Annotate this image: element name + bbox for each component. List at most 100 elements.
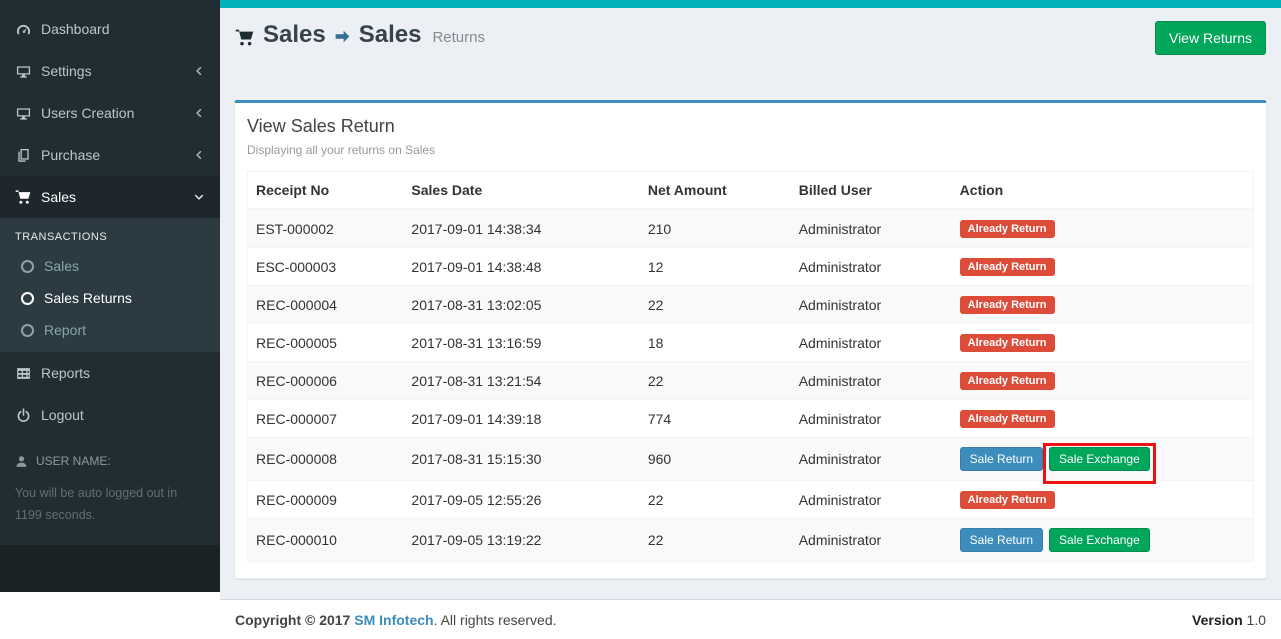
net-amount-cell: 774	[639, 399, 791, 438]
sidebar-item-users-creation[interactable]: Users Creation	[0, 92, 220, 134]
copyright-prefix: Copyright © 2017	[235, 611, 351, 628]
panel-title: View Sales Return	[247, 116, 395, 136]
action-cell: Already Return	[951, 247, 1254, 286]
billed-user-cell: Administrator	[790, 208, 952, 248]
table-row: REC-000006 2017-08-31 13:21:54 22 Admini…	[247, 361, 1254, 400]
table-row: EST-000002 2017-09-01 14:38:34 210 Admin…	[247, 208, 1254, 248]
circle-icon	[21, 259, 34, 273]
submenu-item-sales[interactable]: Sales	[0, 250, 220, 282]
sidebar-item-reports[interactable]: Reports	[0, 352, 220, 394]
user-section: USER NAME:	[0, 436, 220, 470]
column-header-receipt-no: Receipt No	[247, 171, 404, 210]
submenu-item-label: Report	[44, 322, 87, 338]
table-row: REC-000007 2017-09-01 14:39:18 774 Admin…	[247, 399, 1254, 438]
sales-returns-table: Receipt No Sales Date Net Amount Billed …	[247, 171, 1254, 562]
sales-date-cell: 2017-09-05 13:19:22	[403, 518, 640, 562]
sales-date-cell: 2017-09-01 14:38:48	[403, 247, 640, 286]
page-title-section: Sales	[358, 21, 422, 48]
billed-user-cell: Administrator	[790, 480, 952, 519]
submenu-item-report[interactable]: Report	[0, 314, 220, 346]
sidebar-item-label: Sales	[41, 189, 77, 205]
sidebar-item-label: Settings	[41, 63, 92, 79]
user-name-label: USER NAME:	[36, 454, 111, 468]
receipt-no-cell: REC-000004	[247, 285, 404, 324]
sidebar-menu: Dashboard Settings Users Creation	[0, 0, 220, 436]
sale-return-button[interactable]: Sale Return	[959, 528, 1044, 552]
sales-date-cell: 2017-09-05 12:55:26	[403, 480, 640, 519]
sales-date-cell: 2017-08-31 13:02:05	[403, 285, 640, 324]
table-row: REC-000010 2017-09-05 13:19:22 22 Admini…	[247, 518, 1254, 562]
sidebar-item-dashboard[interactable]: Dashboard	[0, 8, 220, 50]
receipt-no-cell: REC-000005	[247, 323, 404, 362]
circle-icon	[21, 291, 34, 305]
cart-icon	[15, 189, 31, 205]
sale-exchange-button[interactable]: Sale Exchange	[1049, 528, 1150, 552]
sidebar: Dashboard Settings Users Creation	[0, 0, 220, 592]
table-row: REC-000009 2017-09-05 12:55:26 22 Admini…	[247, 480, 1254, 519]
sales-submenu: TRANSACTIONS Sales Sales Returns Report	[0, 218, 220, 352]
chevron-left-icon	[193, 107, 205, 119]
billed-user-cell: Administrator	[790, 285, 952, 324]
view-returns-button[interactable]: View Returns	[1154, 21, 1266, 55]
action-cell: Already Return	[951, 399, 1254, 438]
submenu-item-sales-returns[interactable]: Sales Returns	[0, 282, 220, 314]
submenu-item-label: Sales Returns	[44, 290, 132, 306]
table-row: ESC-000003 2017-09-01 14:38:48 12 Admini…	[247, 247, 1254, 286]
user-icon	[15, 455, 28, 468]
column-header-sales-date: Sales Date	[403, 171, 640, 210]
footer-inner: Copyright © 2017 SM Infotech. All rights…	[220, 599, 1281, 639]
chevron-left-icon	[193, 65, 205, 77]
column-header-net-amount: Net Amount	[639, 171, 791, 210]
sale-exchange-button[interactable]: Sale Exchange	[1049, 447, 1150, 471]
content-header: Sales Sales Returns View Returns	[220, 8, 1281, 55]
panel-header: View Sales Return Displaying all your re…	[235, 103, 1266, 159]
receipt-no-cell: REC-000010	[247, 518, 404, 562]
arrow-right-icon	[335, 30, 350, 43]
sales-date-cell: 2017-09-01 14:38:34	[403, 208, 640, 248]
power-icon	[15, 407, 31, 423]
column-header-billed-user: Billed User	[790, 171, 952, 210]
sales-date-cell: 2017-08-31 15:15:30	[403, 437, 640, 481]
desktop-icon	[15, 105, 31, 121]
page-title-sub: Returns	[432, 29, 485, 46]
action-cell: Already Return	[951, 480, 1254, 519]
billed-user-cell: Administrator	[790, 247, 952, 286]
top-accent-bar	[220, 0, 1281, 8]
copyright-text: Copyright © 2017 SM Infotech. All rights…	[235, 612, 557, 628]
dashboard-icon	[15, 21, 31, 37]
sale-return-button[interactable]: Sale Return	[959, 447, 1044, 471]
submenu-item-label: Sales	[44, 258, 80, 274]
receipt-no-cell: REC-000006	[247, 361, 404, 400]
billed-user-cell: Administrator	[790, 399, 952, 438]
action-cell: Already Return	[951, 285, 1254, 324]
already-return-badge: Already Return	[959, 334, 1055, 352]
panel-subtitle: Displaying all your returns on Sales	[247, 143, 436, 157]
cart-icon	[235, 28, 254, 47]
sidebar-item-logout[interactable]: Logout	[0, 394, 220, 436]
net-amount-cell: 22	[639, 518, 791, 562]
table-row: REC-000005 2017-08-31 13:16:59 18 Admini…	[247, 323, 1254, 362]
chevron-left-icon	[193, 149, 205, 161]
receipt-no-cell: EST-000002	[247, 208, 404, 248]
auto-logout-notice: You will be auto logged out in 1199 seco…	[15, 486, 178, 522]
main-content: Sales Sales Returns View Returns View Sa…	[220, 0, 1281, 599]
table-header-row: Receipt No Sales Date Net Amount Billed …	[247, 171, 1254, 210]
sidebar-item-label: Users Creation	[41, 105, 135, 121]
sidebar-item-settings[interactable]: Settings	[0, 50, 220, 92]
receipt-no-cell: ESC-000003	[247, 247, 404, 286]
table-icon	[15, 365, 31, 381]
net-amount-cell: 22	[639, 361, 791, 400]
company-link[interactable]: SM Infotech	[354, 611, 434, 628]
sales-date-cell: 2017-08-31 13:21:54	[403, 361, 640, 400]
sidebar-item-purchase[interactable]: Purchase	[0, 134, 220, 176]
version-text: Version 1.0	[1192, 612, 1266, 628]
desktop-icon	[15, 63, 31, 79]
action-cell: Sale Return Sale Exchange	[951, 518, 1254, 562]
net-amount-cell: 12	[639, 247, 791, 286]
billed-user-cell: Administrator	[790, 518, 952, 562]
footer: Copyright © 2017 SM Infotech. All rights…	[0, 599, 1281, 639]
circle-icon	[21, 323, 34, 337]
sidebar-item-sales[interactable]: Sales	[0, 176, 220, 218]
sidebar-item-label: Dashboard	[41, 21, 110, 37]
version-value: 1.0	[1246, 611, 1266, 628]
